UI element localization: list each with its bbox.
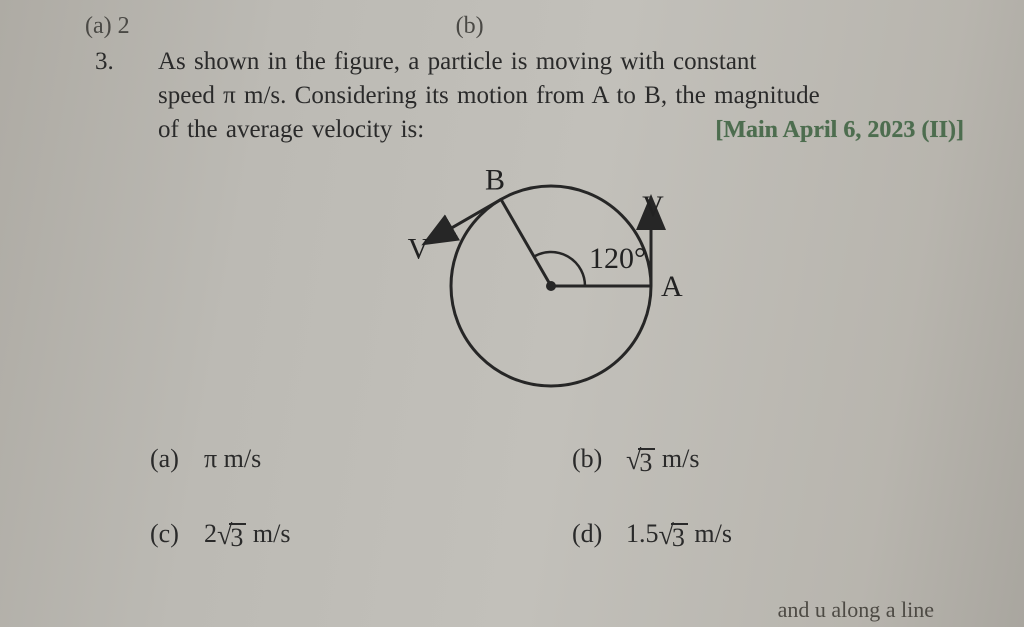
sqrt-icon: √3 [217,523,246,551]
option-d-label: (d) [572,516,606,551]
option-c-label: (c) [150,516,184,551]
question-wrap: 3. As shown in the figure, a particle is… [95,45,964,550]
prev-options-fragment: (a) 2 (b) [85,10,964,42]
svg-text:V: V [408,232,430,265]
option-b-value: √3 m/s [626,441,699,476]
figure-svg: A B V V 120° [351,151,771,419]
svg-text:B: B [485,163,505,196]
option-a-value: π m/s [204,441,261,476]
question-number: 3. [95,45,123,550]
svg-text:A: A [661,270,683,303]
option-d: (d) 1.5√3 m/s [572,516,964,551]
question-body: As shown in the figure, a particle is mo… [158,45,964,550]
svg-text:V: V [642,190,664,223]
option-a: (a) π m/s [150,441,542,476]
option-b-label: (b) [572,441,606,476]
sqrt-icon: √3 [659,523,688,551]
sqrt-icon: √3 [626,448,655,476]
question-line-1: As shown in the figure, a particle is mo… [158,45,964,79]
question-line-3: of the average velocity is: [158,113,424,147]
options-grid: (a) π m/s (b) √3 m/s (c) 2√3 m/s (d [150,441,964,551]
option-a-label: (a) [150,441,184,476]
question-line-2: speed π m/s. Considering its motion from… [158,79,964,113]
option-c: (c) 2√3 m/s [150,516,542,551]
exam-tag: [Main April 6, 2023 (II)] [715,114,964,146]
question-line-3-row: of the average velocity is: [Main April … [158,113,964,147]
option-c-value: 2√3 m/s [204,516,290,551]
prev-text: (a) 2 [85,13,130,39]
page-root: (a) 2 (b) 3. As shown in the figure, a p… [0,0,1024,627]
bottom-fragment: and u along a line [778,595,934,625]
svg-text:120°: 120° [589,242,646,275]
option-d-value: 1.5√3 m/s [626,516,732,551]
figure-container: A B V V 120° [158,151,964,419]
option-b: (b) √3 m/s [572,441,964,476]
